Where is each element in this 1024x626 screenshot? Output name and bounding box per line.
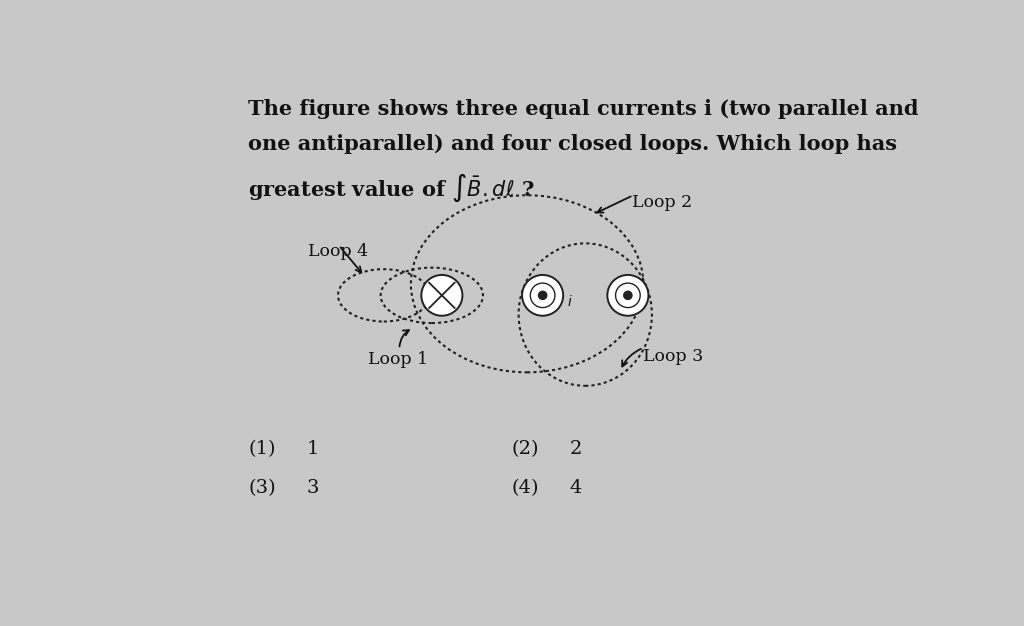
- Text: $i$: $i$: [567, 294, 573, 309]
- Text: The figure shows three equal currents i (two parallel and: The figure shows three equal currents i …: [248, 99, 919, 119]
- Circle shape: [607, 275, 648, 316]
- Text: 4: 4: [569, 479, 582, 497]
- Circle shape: [421, 275, 463, 316]
- Circle shape: [624, 291, 632, 299]
- Circle shape: [539, 291, 547, 299]
- Text: one antiparallel) and four closed loops. Which loop has: one antiparallel) and four closed loops.…: [248, 133, 897, 153]
- Text: Loop 1: Loop 1: [369, 351, 428, 368]
- Text: (1): (1): [248, 440, 275, 458]
- Text: 2: 2: [569, 440, 582, 458]
- Text: Loop 3: Loop 3: [643, 347, 703, 365]
- Text: (2): (2): [512, 440, 539, 458]
- Text: (3): (3): [248, 479, 275, 497]
- Text: 3: 3: [306, 479, 318, 497]
- Text: Loop 2: Loop 2: [632, 193, 692, 211]
- Text: Loop 4: Loop 4: [308, 243, 368, 260]
- Text: (4): (4): [512, 479, 539, 497]
- Text: greatest value of $\int \bar{B}.d\ell$ ?: greatest value of $\int \bar{B}.d\ell$ ?: [248, 172, 535, 205]
- Circle shape: [522, 275, 563, 316]
- Text: 1: 1: [306, 440, 318, 458]
